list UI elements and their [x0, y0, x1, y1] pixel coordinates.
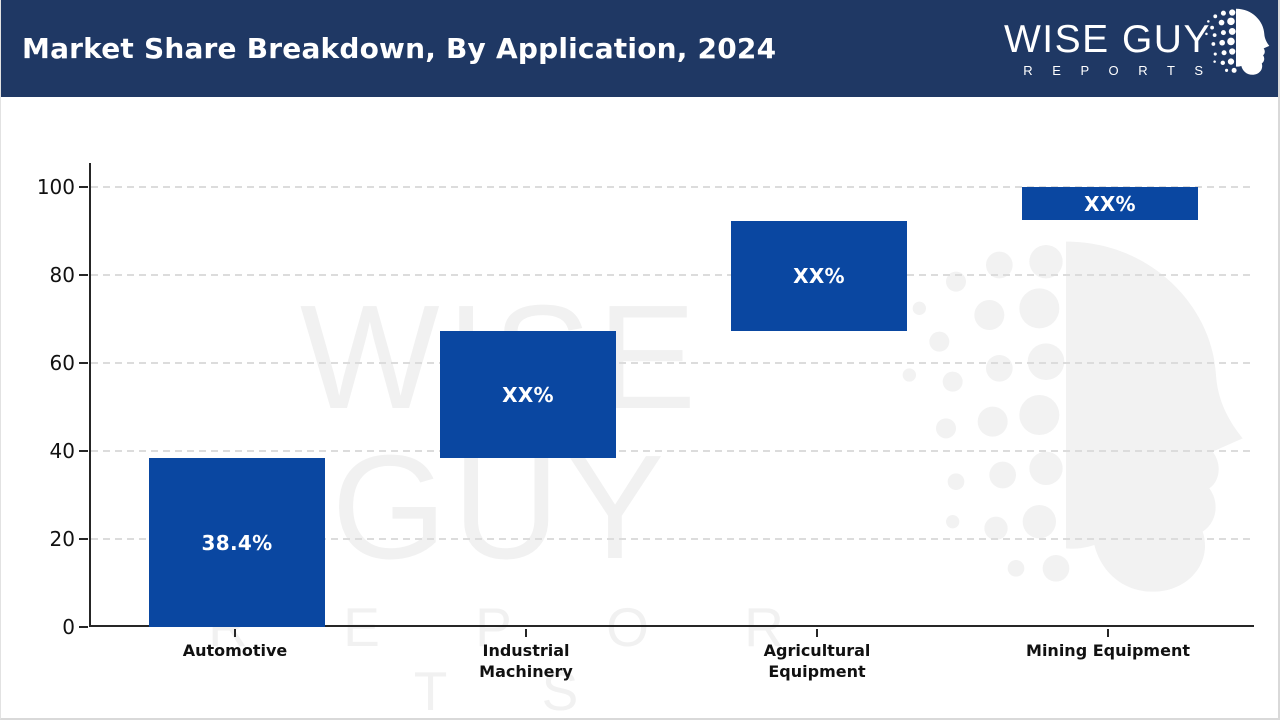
bar-mining-equipment: XX% [1022, 187, 1198, 220]
y-tick-label: 20 [49, 527, 75, 552]
dotted-head-icon [1205, 8, 1270, 75]
gridline [91, 450, 1254, 453]
brand-logo: WISE GUY R E P O R T S [1004, 4, 1275, 94]
header-bar: Market Share Breakdown, By Application, … [1, 0, 1278, 97]
x-tick-mark [525, 629, 527, 637]
gridline [91, 274, 1254, 277]
page-title: Market Share Breakdown, By Application, … [22, 32, 777, 65]
bar-value-label: XX% [1084, 191, 1136, 216]
y-tick-label: 0 [62, 615, 75, 639]
bar-automotive: 38.4% [149, 458, 325, 627]
x-axis-label: Automotive [182, 641, 288, 660]
x-tick-mark [816, 629, 818, 637]
plot-area: 38.4% XX% XX% XX% [89, 163, 1254, 627]
gridline [91, 362, 1254, 365]
x-tick-mark [1107, 629, 1109, 637]
y-tick-mark [79, 274, 88, 277]
y-tick-label: 100 [36, 175, 75, 200]
y-tick-label: 40 [49, 439, 75, 464]
gridline [91, 538, 1254, 541]
y-tick-label: 80 [49, 263, 75, 288]
bar-industrial-machinery: XX% [440, 331, 616, 458]
bar-agricultural-equipment: XX% [731, 221, 907, 331]
gridline [91, 186, 1254, 189]
x-axis-label: Industrial Machinery [479, 641, 573, 681]
x-axis-label: Mining Equipment [1026, 641, 1190, 660]
x-axis-label: Agricultural Equipment [763, 641, 871, 681]
y-tick-mark [79, 626, 88, 628]
y-tick-label: 60 [49, 351, 75, 376]
y-tick-mark [79, 538, 88, 541]
y-tick-mark [79, 362, 88, 365]
bar-value-label: 38.4% [201, 530, 273, 555]
brand-name: WISE GUY [1003, 18, 1211, 61]
brand-logo-text: WISE GUY R E P O R T S [1003, 18, 1211, 79]
y-tick-mark [79, 450, 88, 453]
y-tick-mark [79, 186, 88, 189]
x-tick-mark [234, 629, 236, 637]
brand-subname: R E P O R T S [1023, 63, 1211, 78]
bar-value-label: XX% [793, 264, 845, 288]
bar-value-label: XX% [502, 382, 554, 407]
